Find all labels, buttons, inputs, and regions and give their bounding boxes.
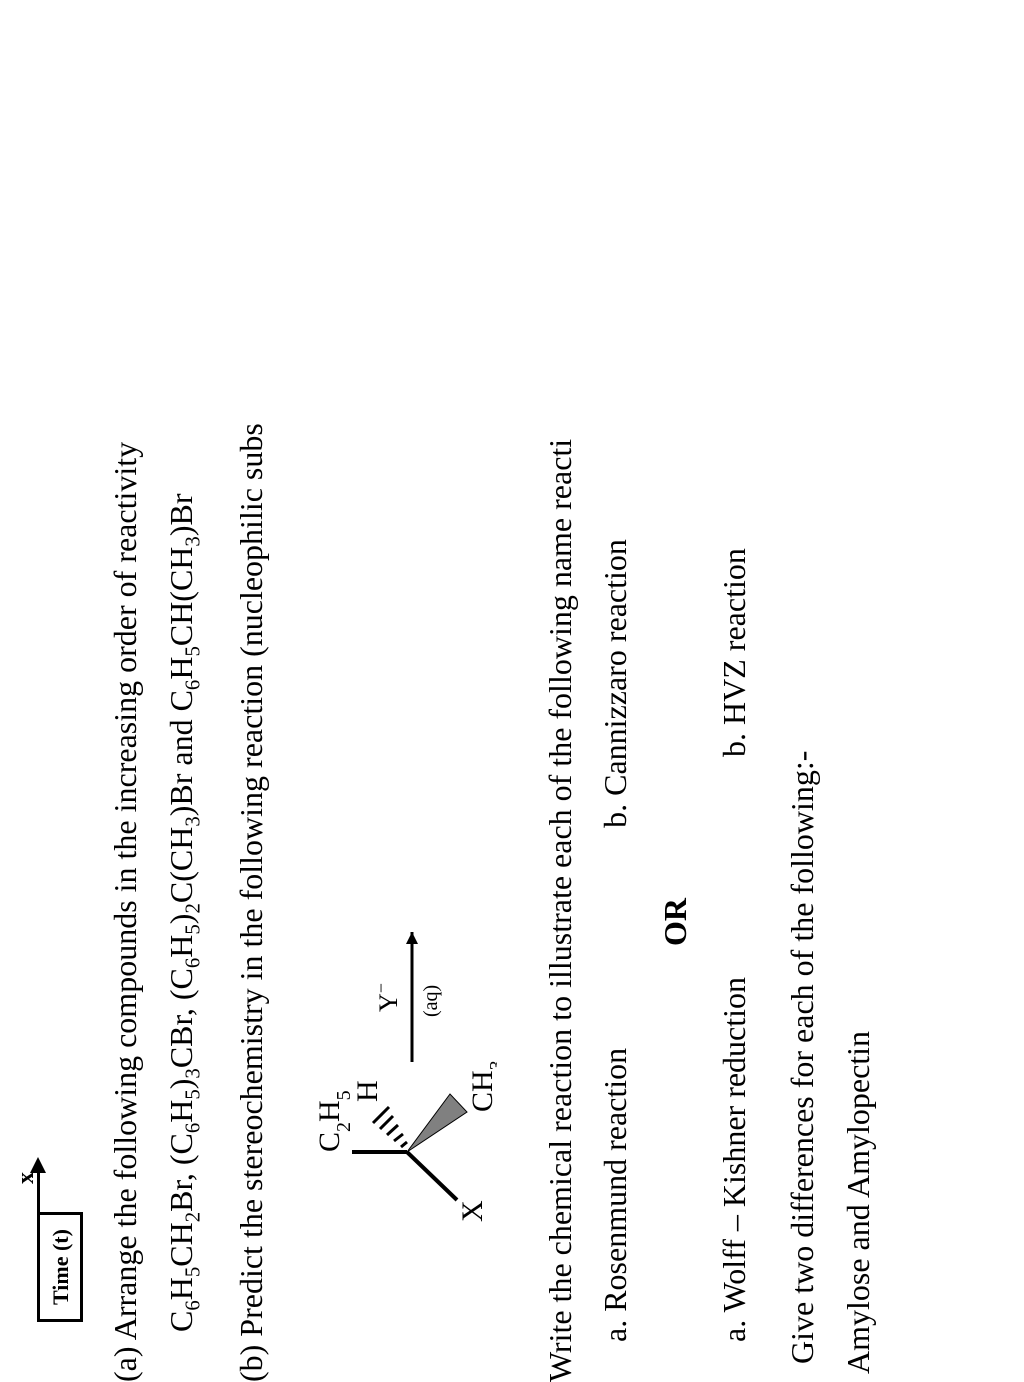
- axis-arrow-head-icon: [30, 1157, 46, 1173]
- rosenmund: a. Rosenmund reaction: [591, 1048, 641, 1342]
- page-root: x Time (t) (a) Arrange the following com…: [0, 0, 1024, 1382]
- content-rotated: x Time (t) (a) Arrange the following com…: [0, 358, 1024, 1382]
- axis-arrow-line: [37, 1172, 40, 1322]
- structure-svg: C2H5 H X CH3: [297, 902, 497, 1262]
- axis-end-label: x: [8, 1172, 45, 1184]
- time-axis: x Time (t): [40, 368, 83, 1322]
- group-ch3: CH3: [466, 1060, 497, 1112]
- question-b-text: Predict the stereochemistry in the follo…: [233, 423, 269, 1337]
- differences-item: Amylose and Amylopectin: [834, 368, 884, 1374]
- question-a: (a) Arrange the following compounds in t…: [101, 368, 151, 1382]
- time-box-wrap: x Time (t): [40, 1212, 83, 1322]
- group-c2h5: C2H5: [313, 1090, 355, 1152]
- question-b: (b) Predict the stereochemistry in the f…: [227, 368, 277, 1382]
- name-reactions-prompt: Write the chemical reaction to illustrat…: [536, 368, 586, 1382]
- wolff-kishner: a. Wolff – Kishner reduction: [710, 977, 760, 1342]
- time-label: Time (t): [40, 1212, 83, 1322]
- question-a-label: (a): [107, 1346, 143, 1382]
- or-separator: OR: [651, 582, 701, 1262]
- name-reactions-row-2: a. Wolff – Kishner reduction b. HVZ reac…: [710, 368, 760, 1342]
- name-reactions-row-1: a. Rosenmund reaction b. Cannizzaro reac…: [591, 368, 641, 1342]
- arrow-top-label: Y−: [371, 983, 403, 1012]
- wedge-icon: [407, 1094, 467, 1152]
- arrow-bottom-label: (aq): [420, 985, 442, 1017]
- question-b-label: (b): [233, 1345, 269, 1382]
- question-a-text: Arrange the following compounds in the i…: [107, 442, 143, 1340]
- reaction-arrow-head-icon: [406, 932, 418, 944]
- group-x: X: [456, 1200, 489, 1222]
- hvz: b. HVZ reaction: [710, 548, 760, 757]
- stereochemistry-structure: C2H5 H X CH3: [297, 902, 506, 1262]
- cannizzaro: b. Cannizzaro reaction: [591, 539, 641, 828]
- group-h: H: [351, 1080, 384, 1102]
- compound-list: C6H5CH2Br, (C6H5)3CBr, (C6H5)2C(CH3)Br a…: [157, 368, 210, 1332]
- differences-prompt: Give two differences for each of the fol…: [778, 368, 828, 1364]
